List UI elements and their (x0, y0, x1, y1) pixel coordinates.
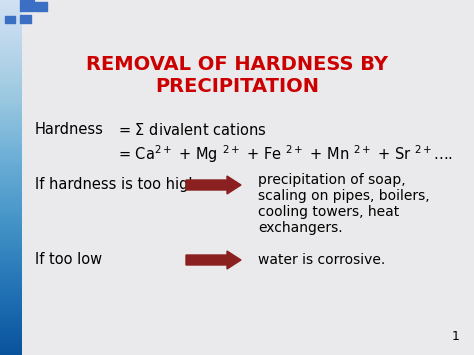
Text: scaling on pipes, boilers,: scaling on pipes, boilers, (258, 189, 429, 203)
FancyArrow shape (186, 176, 241, 194)
Text: If hardness is too high: If hardness is too high (35, 178, 198, 192)
Bar (5, 16, 15, 23)
Text: Hardness: Hardness (35, 122, 104, 137)
Text: cooling towers, heat: cooling towers, heat (258, 205, 399, 219)
Text: If too low: If too low (35, 252, 102, 268)
Bar (20, 0, 34, 11)
Text: exchangers.: exchangers. (258, 221, 343, 235)
Text: = Ca$^{2+}$ + Mg $^{2+}$ + Fe $^{2+}$ + Mn $^{2+}$ + Sr $^{2+}$....: = Ca$^{2+}$ + Mg $^{2+}$ + Fe $^{2+}$ + … (118, 143, 453, 165)
Text: water is corrosive.: water is corrosive. (258, 253, 385, 267)
Text: 1: 1 (452, 330, 460, 343)
FancyArrow shape (186, 251, 241, 269)
Bar (35, 2, 46, 11)
Bar (20, 15, 31, 23)
Text: REMOVAL OF HARDNESS BY: REMOVAL OF HARDNESS BY (86, 55, 388, 75)
Text: precipitation of soap,: precipitation of soap, (258, 173, 406, 187)
Text: = $\Sigma$ divalent cations: = $\Sigma$ divalent cations (118, 122, 266, 138)
Text: PRECIPITATION: PRECIPITATION (155, 77, 319, 97)
